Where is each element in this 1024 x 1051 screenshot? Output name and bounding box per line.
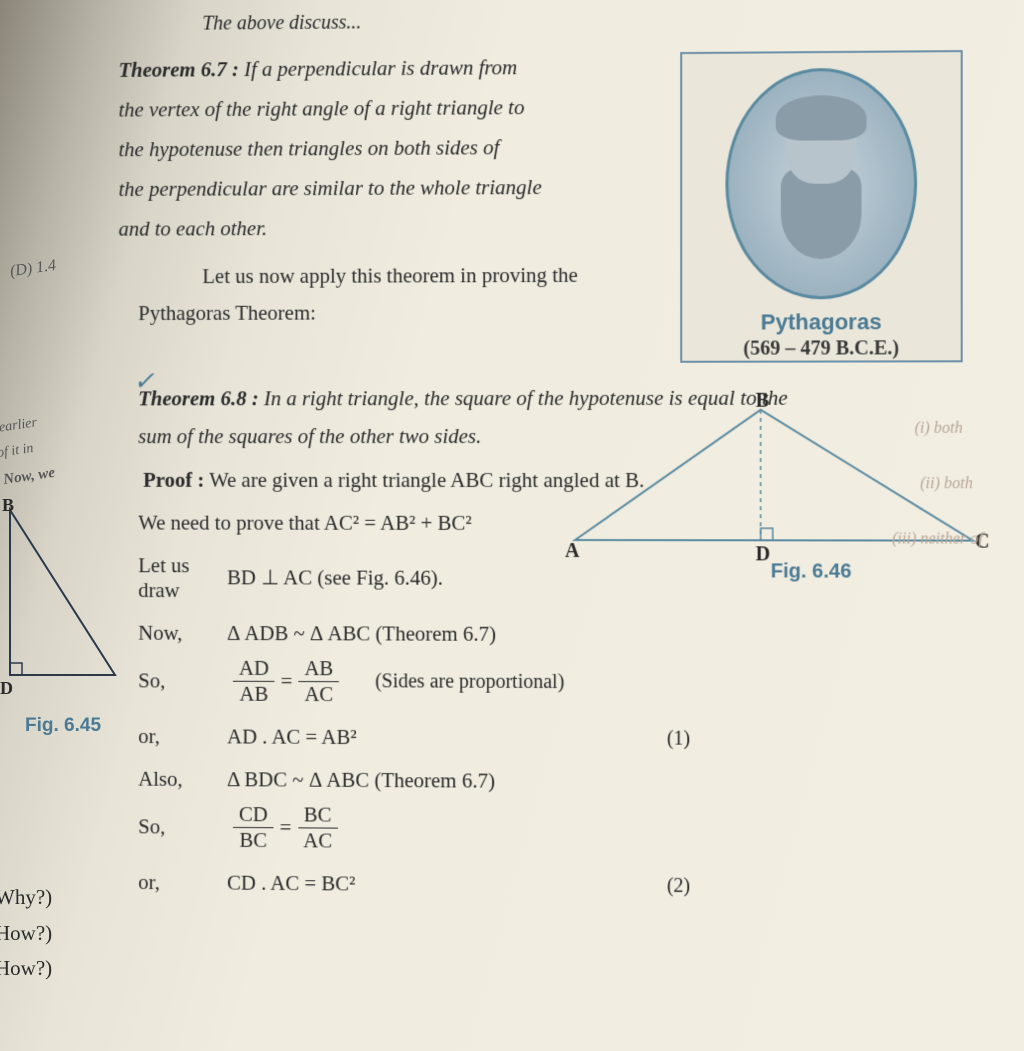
th67-l2: the vertex of the right angle of a right… — [119, 95, 525, 121]
portrait-name: Pythagoras — [682, 309, 960, 336]
fig-646-label: Fig. 6.46 — [640, 560, 983, 584]
bleed-3: (iii) neither of — [892, 530, 983, 548]
th67-l5: and to each other. — [119, 216, 268, 240]
eq1: (1) — [667, 727, 690, 750]
th68-l2: sum of the squares of the other two side… — [138, 424, 481, 448]
frac-ad-ab: AD AB — [233, 656, 275, 707]
or1-text: AD . AC = AB² — [227, 724, 356, 750]
page-content: The above discuss... Theorem 6.7 : If a … — [104, 0, 1004, 921]
top-partial: The above discuss... — [202, 7, 973, 36]
portrait-dates: (569 – 479 B.C.E.) — [682, 337, 960, 361]
so1-note: (Sides are proportional) — [375, 670, 564, 694]
also-label: Also, — [138, 767, 227, 792]
draw-label: Let us draw — [138, 553, 227, 603]
proof-or2: or, CD . AC = BC² (2) — [138, 870, 973, 901]
proof-now: Now, Δ ADB ~ Δ ABC (Theorem 6.7) — [138, 621, 973, 649]
th67-l1: If a perpendicular is drawn from — [244, 55, 517, 81]
frac-bc-ac: BC AC — [297, 802, 338, 853]
triangle-645-svg — [0, 500, 120, 700]
need-text: We need to prove that AC² = AB² + BC² — [138, 510, 472, 535]
margin-t3: use of it in — [0, 441, 35, 465]
why-how-block: Why?) How?) How?) — [0, 880, 52, 987]
th67-l4: the perpendicular are similar to the who… — [119, 175, 542, 201]
bleed-2: (ii) both — [920, 475, 973, 493]
proof-so1: So, AD AB = AB AC (Sides are proportiona… — [138, 655, 973, 709]
how2: How?) — [0, 951, 52, 987]
frac-ab-ac: AB AC — [298, 656, 339, 707]
so1-label: So, — [138, 668, 227, 693]
or1-label: or, — [138, 724, 227, 749]
so2-label: So, — [138, 814, 227, 839]
also-text: Δ BDC ~ Δ ABC (Theorem 6.7) — [227, 767, 495, 793]
or2-label: or, — [138, 870, 227, 896]
draw-text: BD ⊥ AC (see Fig. 6.46). — [227, 566, 443, 591]
proof-label: Proof : — [143, 468, 204, 492]
theorem-67-block: Theorem 6.7 : If a perpendicular is draw… — [143, 45, 973, 326]
now-label: Now, — [138, 621, 227, 646]
vertex-b: B — [756, 390, 769, 413]
portrait-oval — [725, 68, 917, 300]
fig-645-label: Fig. 6.45 — [25, 715, 101, 737]
vertex-a: A — [565, 540, 579, 563]
pythagoras-portrait-box: Pythagoras (569 – 479 B.C.E.) — [680, 50, 962, 363]
th67-label: Theorem 6.7 : — [119, 57, 239, 82]
proof-also: Also, Δ BDC ~ Δ ABC (Theorem 6.7) — [138, 767, 973, 797]
th67-l3: the hypotenuse then triangles on both si… — [119, 135, 500, 161]
theorem-67-text: Theorem 6.7 : If a perpendicular is draw… — [119, 47, 626, 249]
side-triangle-fig: B D — [0, 500, 120, 700]
margin-t4: IX. Now, we — [0, 465, 56, 492]
proof-or1: or, AD . AC = AB² (1) — [138, 724, 973, 753]
now-text: Δ ADB ~ Δ ABC (Theorem 6.7) — [227, 621, 496, 647]
or2-text: CD . AC = BC² — [227, 871, 355, 897]
check-icon: ✓ — [133, 359, 154, 405]
bleed-1: (i) both — [915, 420, 963, 438]
why: Why?) — [0, 880, 52, 916]
triangle-646-svg — [560, 395, 983, 551]
proof-so2: So, CD BC = BC AC — [138, 801, 973, 857]
portrait-face — [751, 93, 892, 275]
margin-d14: (D) 1.4 — [9, 257, 57, 281]
eq2: (2) — [667, 875, 690, 898]
label-b: B — [2, 495, 14, 516]
vertex-d: D — [756, 543, 771, 566]
label-d: D — [0, 678, 13, 699]
margin-t2: your earlier — [0, 415, 38, 440]
portrait-head — [786, 103, 857, 184]
th68-label: Theorem 6.8 : — [138, 387, 258, 411]
how1: How?) — [0, 916, 52, 952]
portrait-hair — [776, 95, 867, 141]
frac-cd-bc: CD BC — [233, 802, 274, 853]
